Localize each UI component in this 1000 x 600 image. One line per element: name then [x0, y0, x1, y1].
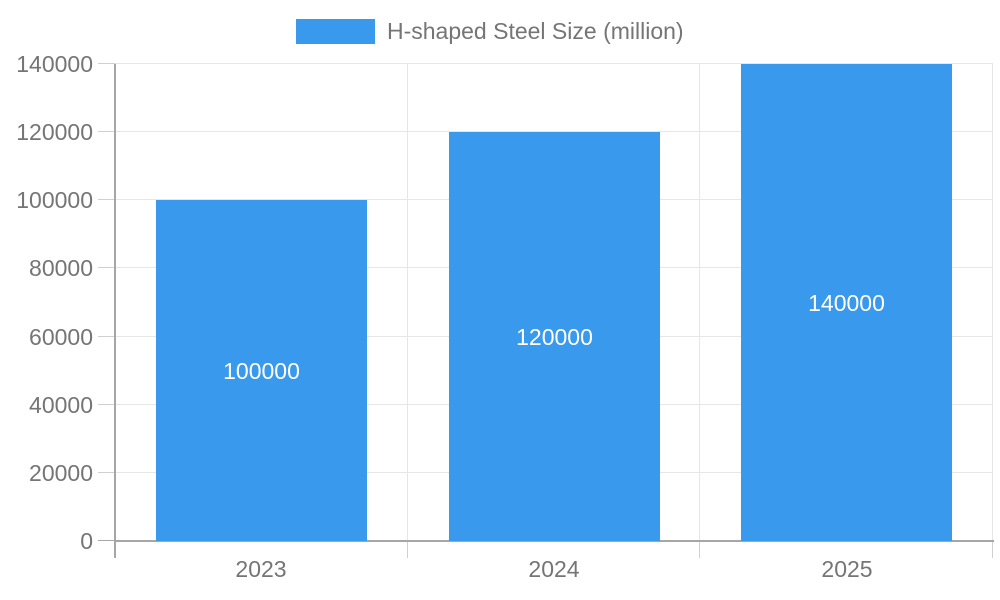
- x-axis-tick: [699, 541, 700, 558]
- legend-item[interactable]: H-shaped Steel Size (million): [296, 18, 684, 45]
- y-axis-label: 0: [80, 528, 93, 554]
- y-gridline: [115, 63, 993, 64]
- bar-2023[interactable]: [156, 200, 367, 541]
- bar-value-label: 100000: [223, 358, 300, 384]
- y-axis-tick: [98, 472, 115, 473]
- bar-2025[interactable]: [741, 64, 952, 541]
- y-axis-tick: [98, 267, 115, 268]
- y-axis-tick: [98, 540, 115, 541]
- x-axis-label: 2024: [528, 556, 580, 582]
- y-axis-label: 40000: [29, 392, 93, 418]
- y-axis-label: 120000: [16, 119, 93, 145]
- x-gridline: [992, 64, 993, 541]
- y-axis-tick: [98, 336, 115, 337]
- x-gridline: [699, 64, 700, 541]
- y-axis-label: 80000: [29, 255, 93, 281]
- y-axis-tick: [98, 131, 115, 132]
- y-axis-label: 100000: [16, 187, 93, 213]
- x-axis-tick: [407, 541, 408, 558]
- x-axis-label: 2025: [821, 556, 873, 582]
- y-axis-label: 140000: [16, 51, 93, 77]
- y-axis-line: [114, 64, 116, 558]
- y-axis-label: 20000: [29, 460, 93, 486]
- x-axis-line: [114, 540, 994, 542]
- x-axis-tick: [992, 541, 993, 558]
- bar-value-label: 120000: [516, 324, 593, 350]
- bar-2024[interactable]: [449, 132, 660, 541]
- y-axis-tick: [98, 199, 115, 200]
- y-axis-tick: [98, 63, 115, 64]
- x-gridline: [407, 64, 408, 541]
- x-axis-label: 2023: [235, 556, 287, 582]
- y-axis-tick: [98, 404, 115, 405]
- legend-label: H-shaped Steel Size (million): [387, 18, 684, 44]
- bar-value-label: 140000: [808, 290, 885, 316]
- y-axis-label: 60000: [29, 324, 93, 350]
- legend-swatch: [296, 19, 375, 44]
- y-gridline: [115, 131, 993, 132]
